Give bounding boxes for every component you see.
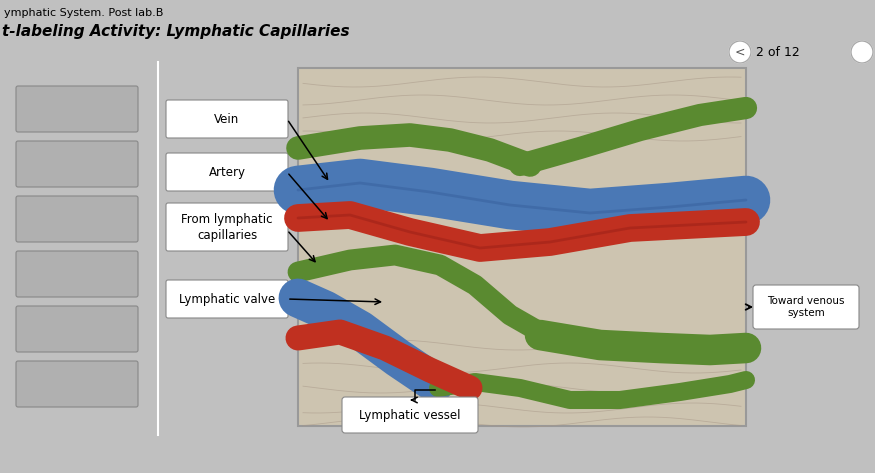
FancyBboxPatch shape: [16, 361, 138, 407]
FancyBboxPatch shape: [16, 141, 138, 187]
FancyBboxPatch shape: [166, 100, 288, 138]
Text: Artery: Artery: [208, 166, 246, 178]
FancyBboxPatch shape: [753, 285, 859, 329]
Text: Lymphatic vessel: Lymphatic vessel: [360, 409, 461, 421]
FancyBboxPatch shape: [16, 251, 138, 297]
Circle shape: [851, 41, 873, 63]
Text: <: <: [735, 45, 746, 59]
FancyBboxPatch shape: [166, 153, 288, 191]
Text: Vein: Vein: [214, 113, 240, 125]
Text: t-labeling Activity: Lymphatic Capillaries: t-labeling Activity: Lymphatic Capillari…: [2, 24, 350, 39]
FancyBboxPatch shape: [342, 397, 478, 433]
Text: From lymphatic
capillaries: From lymphatic capillaries: [181, 212, 273, 242]
FancyBboxPatch shape: [16, 86, 138, 132]
Text: ymphatic System. Post lab.B: ymphatic System. Post lab.B: [4, 8, 164, 18]
FancyBboxPatch shape: [16, 196, 138, 242]
FancyBboxPatch shape: [166, 203, 288, 251]
FancyBboxPatch shape: [166, 280, 288, 318]
Text: 2 of 12: 2 of 12: [756, 45, 800, 59]
FancyBboxPatch shape: [16, 306, 138, 352]
Text: Lymphatic valve: Lymphatic valve: [178, 292, 275, 306]
Text: Toward venous
system: Toward venous system: [767, 296, 844, 318]
FancyBboxPatch shape: [298, 68, 746, 426]
Circle shape: [729, 41, 751, 63]
